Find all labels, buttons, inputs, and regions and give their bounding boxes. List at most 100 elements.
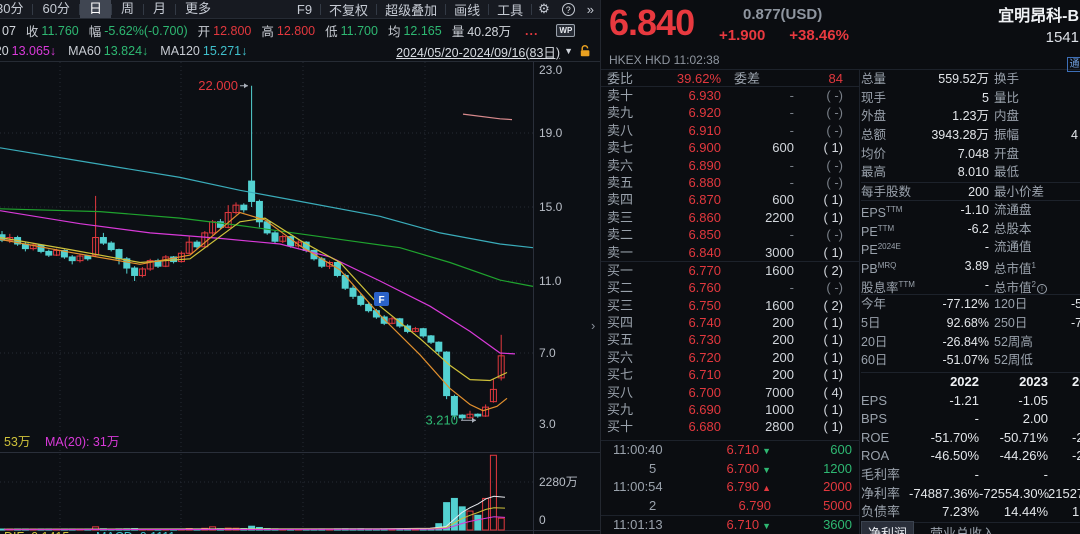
tab-period-0[interactable]: 30分 bbox=[0, 0, 24, 16]
down-arrow-icon: ▼ bbox=[762, 521, 771, 532]
sell-row-5[interactable]: 卖五 6.880 - ( -) bbox=[601, 174, 859, 191]
sell-row-8[interactable]: 卖二 6.850 - ( -) bbox=[601, 226, 859, 243]
stat-label-2: 总股本 bbox=[994, 221, 1032, 236]
stat-label-2: 最小价差 bbox=[994, 185, 1045, 200]
wp-icon[interactable]: WP bbox=[556, 24, 576, 37]
tab-period-2[interactable]: 日 bbox=[79, 0, 111, 18]
stat-value: - bbox=[984, 240, 989, 255]
fin-year-2023: 2023 bbox=[1019, 374, 1048, 389]
buy-row-8[interactable]: 买九 6.690 1000 ( 1) bbox=[601, 401, 859, 418]
buy-price: 6.730 bbox=[688, 332, 721, 348]
svg-text:MA(5): 53万: MA(5): 53万 bbox=[0, 435, 30, 449]
sell-row-7[interactable]: 卖三 6.860 2200 ( 1) bbox=[601, 209, 859, 226]
candlestick-chart[interactable]: 23.0 19.0 15.0 11.0 7.0 3.0 2280万 0 22.000 3.210 F… bbox=[0, 62, 600, 534]
buy-row-4[interactable]: 买五 6.730 200 ( 1) bbox=[601, 331, 859, 348]
fin-label: EPS bbox=[861, 392, 888, 408]
tick-price-value: 6.700 bbox=[726, 460, 760, 476]
tab-period-3[interactable]: 周 bbox=[120, 0, 134, 16]
buy-row-3[interactable]: 买四 6.740 200 ( 1) bbox=[601, 314, 859, 331]
fin-value-2022: -51.70% bbox=[930, 429, 979, 445]
buy-row-6[interactable]: 买七 6.710 200 ( 1) bbox=[601, 366, 859, 383]
sell-volume: 600 bbox=[772, 192, 794, 208]
fin-header-row: 2022 2023 20 bbox=[861, 373, 1080, 392]
tick-row-2[interactable]: 11:00:54 6.790 ▲ 2000 bbox=[601, 478, 859, 497]
tick-row-3[interactable]: 2 6.790 5000 bbox=[601, 497, 859, 516]
buy-count: ( 2) bbox=[823, 262, 844, 278]
tick-row-4[interactable]: 11:01:13 6.710 ▼ 3600 bbox=[601, 515, 859, 534]
sell-row-4[interactable]: 卖六 6.890 - ( -) bbox=[601, 157, 859, 174]
tick-time: 2 bbox=[649, 497, 657, 513]
buy-row-5[interactable]: 买六 6.720 200 ( 1) bbox=[601, 349, 859, 366]
tab-separator bbox=[142, 3, 144, 15]
more-chevrons-icon[interactable]: » bbox=[586, 1, 594, 17]
tool-button-3[interactable]: 画线 bbox=[454, 2, 481, 18]
buy-row-0[interactable]: 买一 6.770 1600 ( 2) bbox=[601, 262, 859, 279]
ohlc-info-bar: 07 收 11.760 幅 -5.62%(-0.700) 开 12.800 高 12.800 低… bbox=[0, 20, 600, 41]
info-value-2: 12.800 bbox=[213, 23, 252, 38]
buy-count: ( 4) bbox=[823, 384, 844, 400]
buy-row-2[interactable]: 买三 6.750 1600 ( 2) bbox=[601, 297, 859, 314]
tick-price-value: 6.790 bbox=[738, 497, 771, 513]
buy-count: ( 1) bbox=[823, 419, 844, 435]
tool-separator bbox=[445, 3, 447, 15]
sell-row-6[interactable]: 卖四 6.870 600 ( 1) bbox=[601, 191, 859, 208]
buy-count: ( -) bbox=[826, 280, 843, 296]
tool-button-4[interactable]: 工具 bbox=[497, 2, 524, 18]
fin-value-2024: -2 bbox=[1072, 429, 1080, 445]
tab-period-1[interactable]: 60分 bbox=[42, 0, 70, 16]
sell-row-0[interactable]: 卖十 6.930 - ( -) bbox=[601, 87, 859, 104]
buy-row-9[interactable]: 买十 6.680 2800 ( 1) bbox=[601, 418, 859, 435]
fin-value-2022: 7.23% bbox=[942, 504, 979, 520]
stock-connect-badge: 通 bbox=[1067, 57, 1080, 72]
tool-button-0[interactable]: F9 bbox=[296, 1, 313, 17]
help-icon[interactable]: ? bbox=[561, 2, 575, 16]
tool-button-2[interactable]: 超级叠加 bbox=[385, 2, 438, 18]
sell-price: 6.920 bbox=[688, 105, 721, 121]
tool-button-1[interactable]: 不复权 bbox=[329, 2, 369, 18]
sell-label: 卖六 bbox=[607, 157, 634, 173]
quote-header: 6.840 0.877(USD) +1.900 +38.46% 宜明昂科-B 15… bbox=[601, 0, 1080, 70]
buy-volume: 1600 bbox=[765, 262, 794, 278]
sell-row-9[interactable]: 卖一 6.840 3000 ( 1) bbox=[601, 244, 859, 261]
tick-row-0[interactable]: 11:00:40 6.710 ▼ 600 bbox=[601, 441, 859, 460]
sell-row-1[interactable]: 卖九 6.920 - ( -) bbox=[601, 104, 859, 121]
buy-row-7[interactable]: 买八 6.700 7000 ( 4) bbox=[601, 384, 859, 401]
tab-separator bbox=[174, 3, 176, 15]
stat-label-2: 换手 bbox=[994, 72, 1020, 86]
sell-row-3[interactable]: 卖七 6.900 600 ( 1) bbox=[601, 139, 859, 156]
sell-count: ( 1) bbox=[823, 192, 844, 208]
sell-row-2[interactable]: 卖八 6.910 - ( -) bbox=[601, 122, 859, 139]
tab-net-profit[interactable]: 净利润 bbox=[861, 521, 915, 534]
perf-value: -26.84% bbox=[942, 334, 989, 349]
date-range[interactable]: 2024/05/20-2024/09/16(83日) bbox=[396, 45, 561, 60]
collapse-panel-arrow[interactable]: › bbox=[591, 318, 596, 333]
unlock-icon[interactable] bbox=[579, 44, 592, 58]
info-icon[interactable]: ! bbox=[1036, 283, 1047, 294]
tab-period-4[interactable]: 月 bbox=[152, 0, 166, 16]
fin-value-2022: - bbox=[974, 466, 979, 482]
tick-row-1[interactable]: 5 6.700 ▼ 1200 bbox=[601, 460, 859, 479]
svg-text:0: 0 bbox=[539, 513, 546, 527]
tab-revenue[interactable]: 营业总收入 bbox=[930, 526, 996, 534]
more-dots[interactable]: ... bbox=[525, 23, 539, 38]
tick-time: 11:00:54 bbox=[613, 479, 663, 495]
ma-value-0: 13.065↓ bbox=[11, 44, 57, 58]
settings-gear-icon[interactable]: ⚙ bbox=[538, 1, 550, 16]
date-dropdown-icon[interactable]: ▼ bbox=[564, 46, 573, 56]
fin-row-1: BPS - 2.00 bbox=[861, 410, 1080, 429]
info-label-3: 高 bbox=[261, 25, 274, 39]
sell-price: 6.930 bbox=[688, 88, 721, 103]
stat-row-6: 每手股数 200 最小价差 bbox=[861, 182, 1080, 201]
fin-year-2024: 20 bbox=[1072, 374, 1080, 389]
tab-period-5[interactable]: 更多 bbox=[184, 0, 211, 16]
stat-row-7: EPSTTM -1.10 流通盘 bbox=[861, 201, 1080, 220]
time-and-sales[interactable]: 11:00:40 6.710 ▼ 600 5 6.700 ▼ 1200 11:00:54 6.79… bbox=[601, 440, 859, 534]
buy-price: 6.700 bbox=[688, 384, 721, 400]
buy-row-1[interactable]: 买二 6.760 - ( -) bbox=[601, 279, 859, 296]
down-arrow-icon: ▼ bbox=[762, 446, 771, 456]
stat-label: EPSTTM bbox=[861, 204, 903, 220]
fin-label: ROA bbox=[861, 448, 890, 464]
buy-volume: 200 bbox=[772, 332, 794, 348]
stat-label: 股息率TTM bbox=[861, 279, 915, 295]
